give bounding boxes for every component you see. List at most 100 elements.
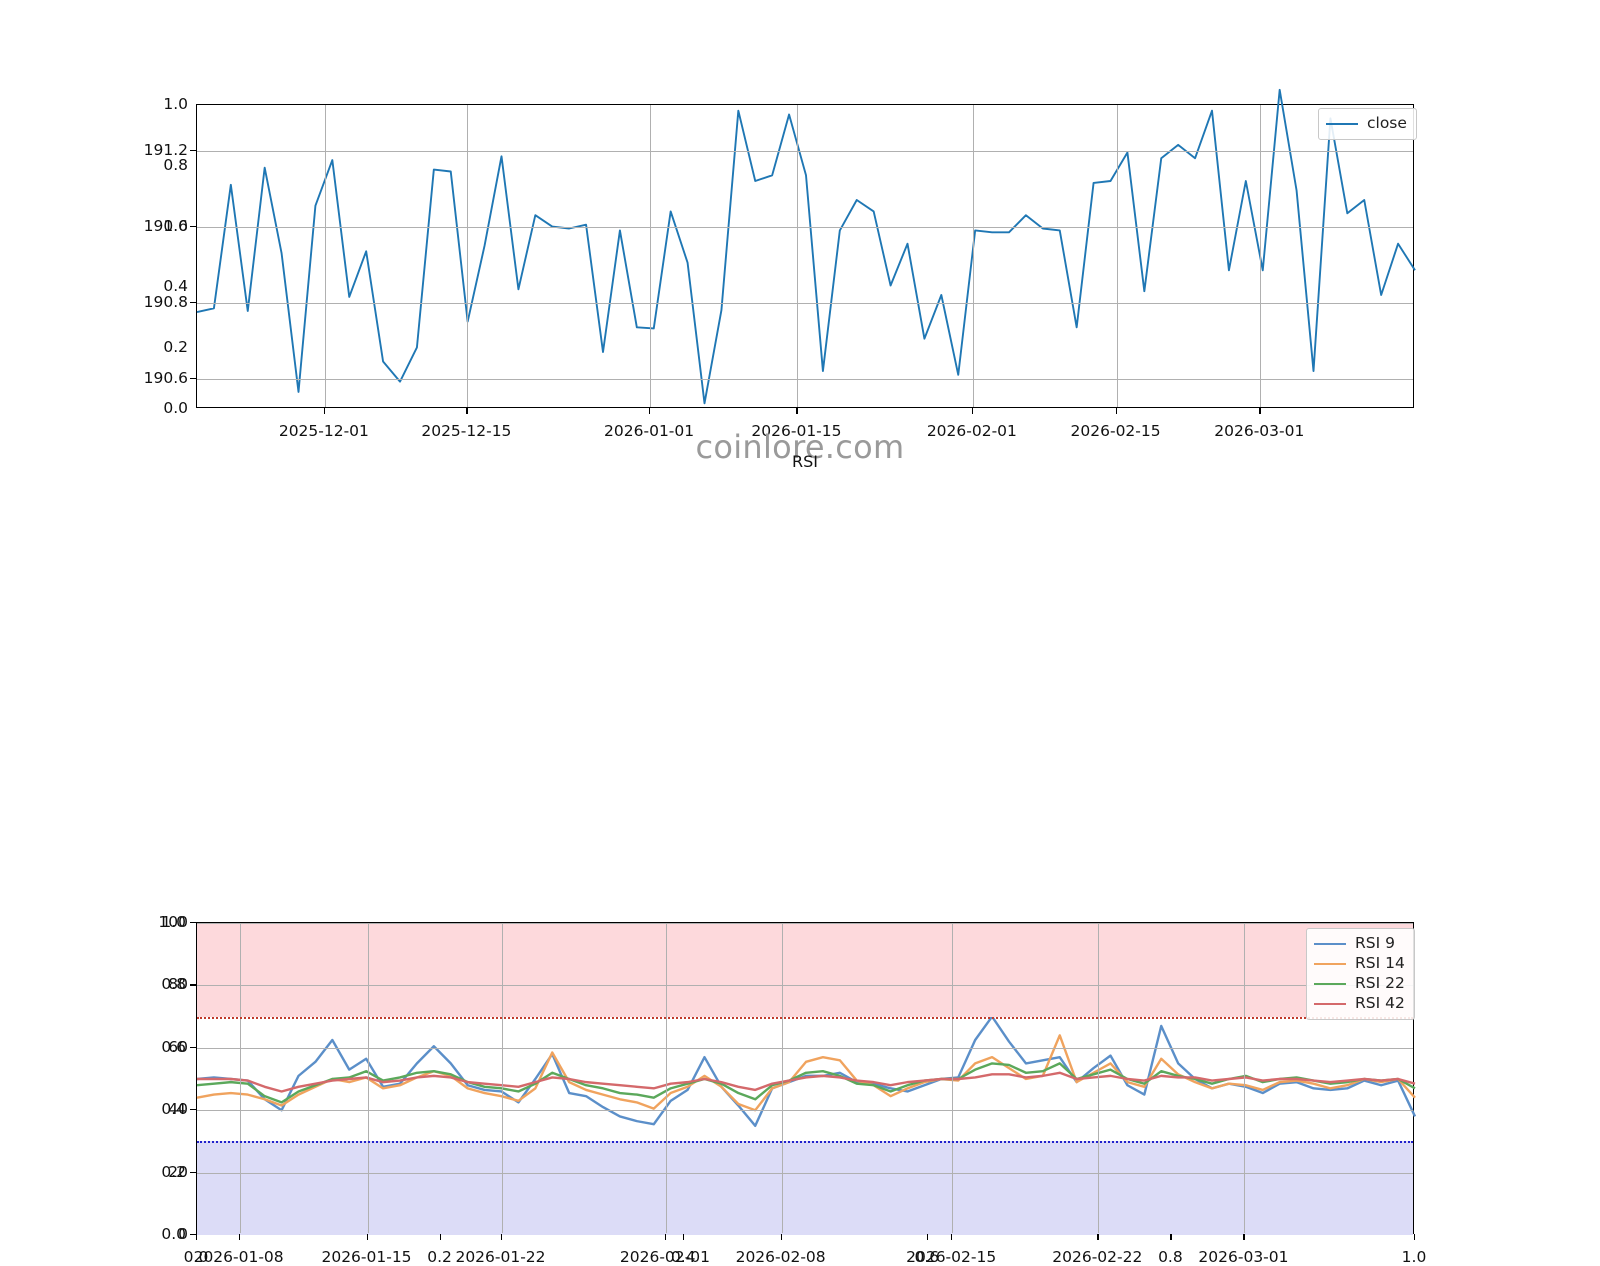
rsi-y-tickmark: [190, 1109, 196, 1111]
price-x-tickmark: [466, 408, 468, 414]
rsi-y-tickmark: [190, 922, 196, 924]
price-gridline-v: [973, 105, 974, 407]
price-y-tick-label: 190.6: [143, 368, 188, 387]
price-y-twin-tick-label: 0.8: [163, 155, 188, 174]
rsi-legend: RSI 9 RSI 14 RSI 22 RSI 42: [1306, 928, 1415, 1020]
rsi-x-tickmark: [951, 1234, 953, 1240]
price-gridline-h: [197, 226, 1413, 228]
rsi-title: RSI: [792, 452, 818, 471]
rsi-x-tickmark: [1243, 1234, 1245, 1240]
rsi-gridline-h: [197, 1047, 1413, 1049]
price-gridline-v: [467, 105, 468, 407]
rsi-x-twin-tickmark: [439, 1234, 441, 1240]
price-x-tick-label: 2025-12-01: [278, 422, 369, 440]
rsi-x-tickmark: [664, 1234, 667, 1240]
price-gridline-v: [325, 105, 326, 407]
price-x-tick-label: 2026-01-01: [604, 422, 695, 440]
rsi-x-tickmark: [500, 1234, 502, 1240]
price-chart-panel: 190.6 190.8 191.0 191.2 0.0 0.2 0.4 0.6 0.8 1.0 …: [0, 0, 1600, 450]
rsi-legend-row: RSI 42: [1314, 994, 1405, 1014]
price-x-tickmark: [971, 408, 974, 414]
price-x-tick-label: 2026-02-15: [1070, 422, 1161, 440]
overbought-band: [197, 923, 1413, 1017]
rsi-legend-row: RSI 9: [1314, 934, 1405, 954]
rsi-gridline-v: [368, 923, 369, 1233]
legend-line-icon: [1326, 123, 1358, 125]
rsi-x-tickmark: [366, 1234, 368, 1240]
price-x-tickmark: [796, 408, 798, 414]
rsi-legend-row: RSI 14: [1314, 954, 1405, 974]
watermark: coinlore.com: [695, 428, 905, 466]
rsi-gridline-v: [666, 923, 667, 1233]
rsi-x-twin-tick-label: 1.0: [1401, 1248, 1427, 1266]
legend-line-icon: [1314, 943, 1346, 945]
rsi-x-tick-label: 2026-02-08: [735, 1248, 826, 1266]
price-y-tick-label: 191.2: [143, 140, 188, 159]
price-gridline-v: [1260, 105, 1261, 407]
legend-line-icon: [1314, 983, 1346, 985]
price-gridline-v: [797, 105, 798, 407]
rsi-x-twin-tickmark: [196, 1234, 198, 1240]
price-y-twin-tick-label: 1.0: [163, 95, 188, 113]
rsi-y-twin-tick-label: 0.0: [161, 1225, 186, 1243]
price-line-close: [196, 88, 1416, 405]
rsi-x-twin-tickmark: [1170, 1234, 1172, 1240]
rsi-y-twin-tick-label: 1.0: [161, 913, 186, 931]
rsi-gridline-h: [197, 923, 1413, 924]
price-x-tickmark: [1115, 408, 1117, 414]
price-y-twin-tick-label: 0.6: [163, 216, 188, 235]
price-x-tick-label: 2026-02-01: [926, 422, 1017, 440]
rsi-gridline-v: [1244, 923, 1245, 1233]
rsi-legend-label: RSI 42: [1355, 994, 1405, 1013]
legend-line-icon: [1314, 963, 1346, 965]
price-y-tick-label: 191.0: [143, 216, 188, 235]
rsi-chart-panel: 0 20 40 60 80 100 0.0 0.2 0.4 0.6 0.8 1.0 2026-01-…: [0, 450, 1600, 1264]
rsi-x-twin-tick-label: 0.6: [914, 1248, 940, 1266]
price-y-twin-tick-label: 0.0: [163, 399, 188, 417]
price-gridline-h: [197, 150, 1413, 152]
overbought-threshold-line: [197, 1016, 1413, 1019]
price-y-twin-tick-label: 0.4: [163, 277, 188, 296]
rsi-legend-label: RSI 14: [1355, 954, 1405, 973]
price-plot-area: [196, 88, 1416, 408]
price-x-tickmark: [323, 408, 326, 414]
rsi-x-twin-tickmark: [683, 1234, 685, 1240]
oversold-threshold-line: [197, 1141, 1413, 1144]
rsi-x-twin-tickmark: [1414, 1234, 1416, 1240]
rsi-x-twin-tick-label: 0.0: [183, 1248, 209, 1266]
rsi-gridline-v: [1098, 923, 1099, 1233]
rsi-x-tickmark: [238, 1234, 240, 1240]
price-y-tickmark: [190, 225, 196, 227]
price-y-twin-tick-label: 0.2: [163, 338, 188, 357]
rsi-y-twin-tick-label: 0.4: [161, 1100, 186, 1119]
rsi-gridline-h: [197, 985, 1413, 987]
rsi-gridline-h: [197, 1110, 1413, 1112]
rsi-x-tickmark: [780, 1234, 782, 1240]
rsi-x-twin-tickmark: [926, 1234, 929, 1240]
price-y-tickmark: [190, 301, 196, 303]
price-legend-row: close: [1326, 114, 1407, 134]
rsi-gridline-h: [197, 1172, 1413, 1174]
rsi-y-tickmark: [190, 1046, 196, 1049]
rsi-gridline-v: [240, 923, 241, 1233]
price-x-tick-label: 2026-03-01: [1214, 422, 1305, 440]
rsi-y-tickmark: [190, 984, 196, 986]
rsi-y-twin-tick-label: 0.6: [161, 1037, 186, 1056]
rsi-x-twin-tick-label: 0.8: [1158, 1248, 1183, 1266]
oversold-band: [197, 1141, 1413, 1235]
rsi-y-tickmark: [190, 1171, 196, 1173]
rsi-gridline-v: [782, 923, 783, 1233]
rsi-y-twin-tick-label: 0.8: [161, 975, 186, 994]
price-gridline-v: [650, 105, 651, 407]
rsi-plot-area: [196, 922, 1417, 1235]
price-legend-label: close: [1367, 114, 1407, 133]
rsi-legend-row: RSI 22: [1314, 974, 1405, 994]
price-y-tickmark: [190, 377, 196, 379]
price-x-tickmark: [1259, 408, 1261, 414]
rsi-gridline-v: [502, 923, 503, 1233]
price-series-svg: [196, 88, 1416, 405]
rsi-gridline-v: [952, 923, 953, 1233]
price-legend: close: [1318, 108, 1417, 140]
price-y-tickmark: [190, 149, 196, 151]
price-x-tickmark: [649, 408, 651, 414]
